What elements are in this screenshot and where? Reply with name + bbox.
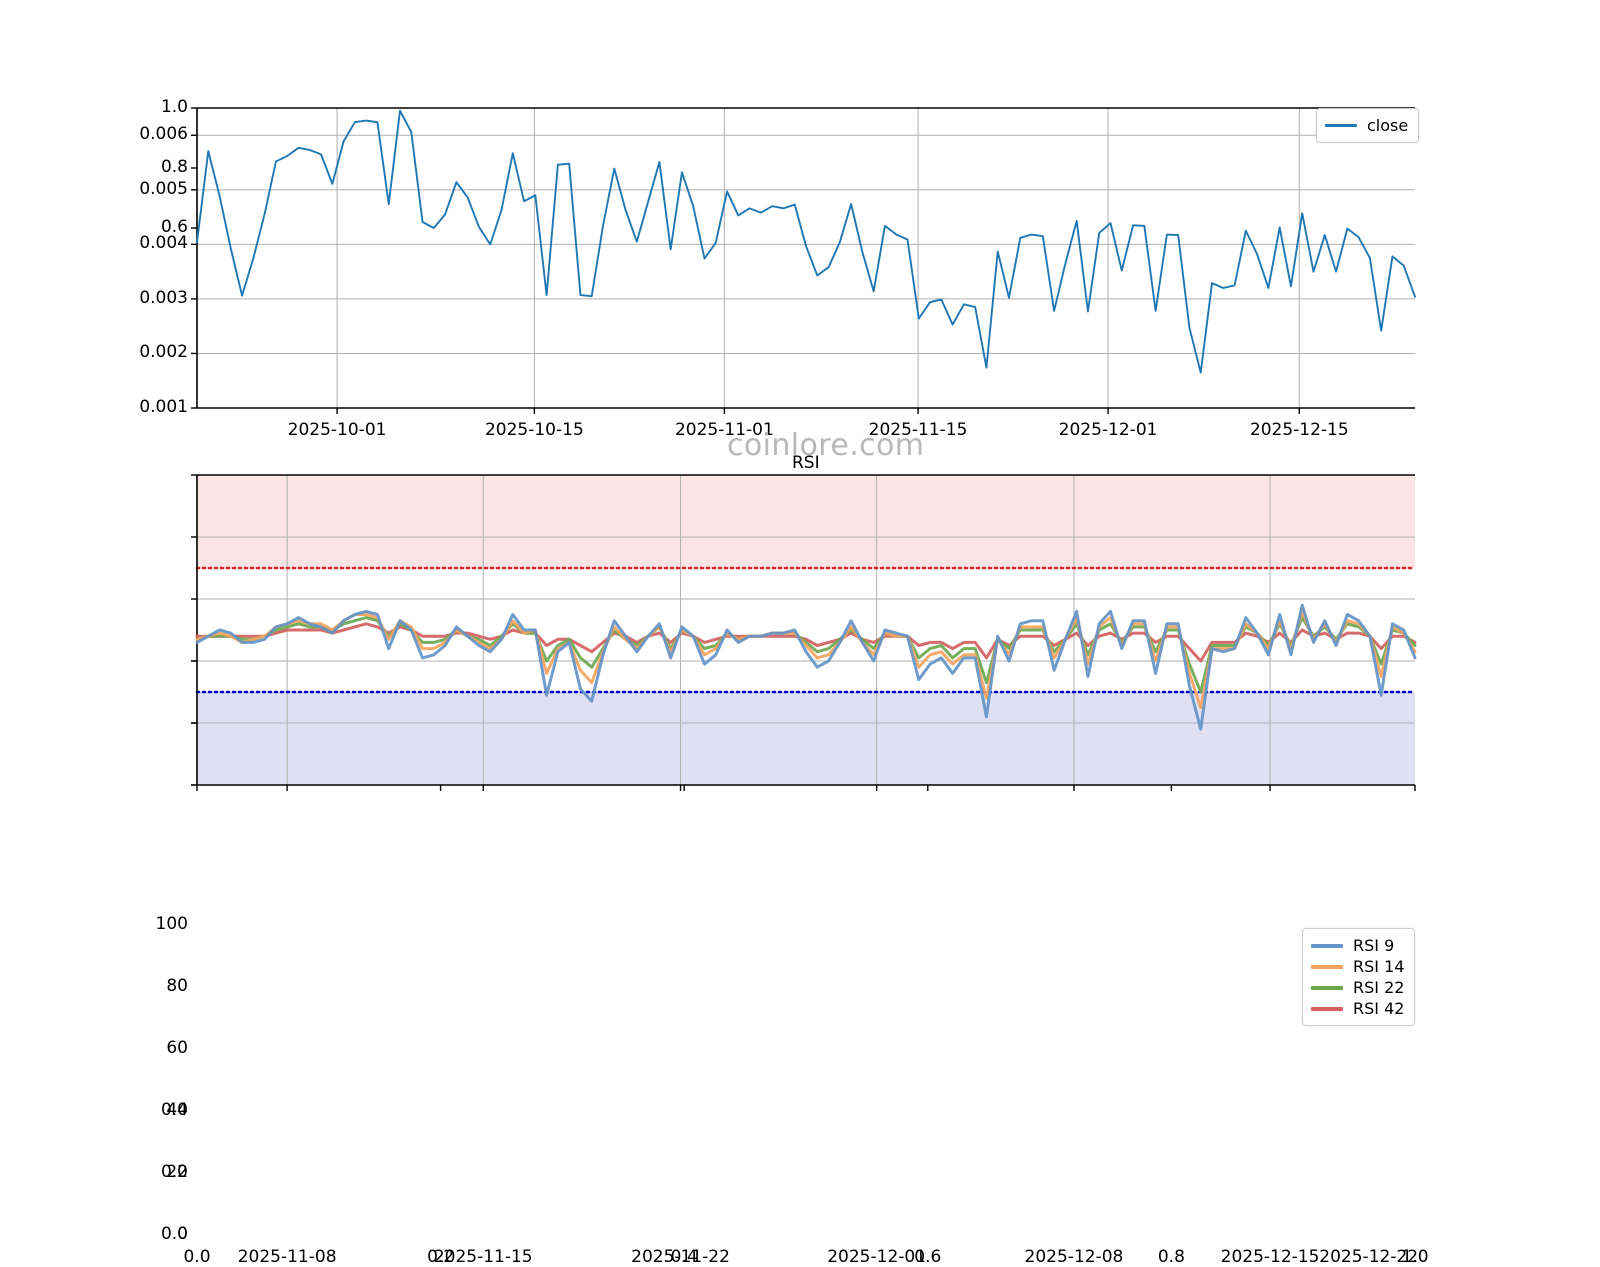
rsi-y-tick-secondary: 0.0 <box>160 1224 188 1244</box>
price-y-tick: 0.003 <box>139 287 188 308</box>
watermark: coinlore.com <box>727 428 925 463</box>
rsi-panel: 0 20 40 60 80 100 0.0 0.2 0.4 2025-11-08 2025-11-… <box>0 450 1600 1266</box>
price-x-tick: 2025-12-15 <box>1249 420 1349 440</box>
legend-item[interactable]: RSI 42 <box>1311 998 1404 1019</box>
rsi-y-tick-secondary: 0.2 <box>160 1162 188 1182</box>
legend-label: close <box>1367 116 1409 135</box>
price-x-tick: 2025-12-01 <box>1058 420 1158 440</box>
price-x-tick: 2025-11-15 <box>868 420 968 440</box>
rsi-y-tick-secondary: 0.4 <box>160 1100 188 1120</box>
price-y-tick: 0.002 <box>139 342 188 363</box>
rsi-plot <box>191 474 1417 791</box>
legend-label: RSI 42 <box>1353 999 1405 1018</box>
rsi-y-tick: 80 <box>166 976 188 996</box>
legend-color-swatch <box>1311 964 1343 969</box>
legend-item[interactable]: close <box>1325 115 1408 136</box>
rsi-x-tick-numeric: 0.6 <box>914 1247 942 1267</box>
price-panel: 0.001 0.002 0.003 0.004 0.005 0.006 0.6 0.8 1.0 … <box>0 0 1600 450</box>
legend-color-swatch <box>1325 124 1357 127</box>
rsi-x-tick-numeric: 0.0 <box>183 1247 211 1267</box>
price-y-tick: 0.001 <box>139 397 188 417</box>
price-y-tick-secondary: 0.6 <box>160 217 188 237</box>
rsi-x-tick-numeric: 0.2 <box>427 1247 455 1267</box>
price-x-tick: 2025-10-15 <box>484 420 584 440</box>
legend-color-swatch <box>1311 985 1343 990</box>
price-y-tick: 0.004 <box>139 233 188 254</box>
rsi-axes <box>191 474 1416 791</box>
price-y-tick-secondary: 1.0 <box>160 97 188 117</box>
legend-label: RSI 22 <box>1353 978 1405 997</box>
price-x-tick: 2025-11-01 <box>674 420 774 440</box>
price-y-tick-secondary: 0.8 <box>160 157 188 177</box>
legend-item[interactable]: RSI 22 <box>1311 977 1404 998</box>
legend-label: RSI 9 <box>1353 936 1395 955</box>
legend-item[interactable]: RSI 9 <box>1311 935 1404 956</box>
legend-color-swatch <box>1311 943 1343 948</box>
rsi-threshold-lines <box>195 566 1417 694</box>
rsi-y-tick: 100 <box>155 914 188 934</box>
legend-color-swatch <box>1311 1006 1343 1011</box>
rsi-series <box>195 603 1417 731</box>
price-x-tick: 2025-10-01 <box>287 420 387 440</box>
rsi-panel-title: RSI <box>792 453 820 473</box>
rsi-threshold-bands <box>197 475 1415 785</box>
price-legend[interactable]: close <box>1316 108 1420 143</box>
price-gridlines <box>197 108 1415 409</box>
rsi-y-tick: 60 <box>166 1038 188 1058</box>
price-axes <box>191 107 1415 414</box>
rsi-legend[interactable]: RSI 9 RSI 14 RSI 22 RSI 42 <box>1302 928 1416 1026</box>
rsi-x-tick-numeric: 1.0 <box>1401 1247 1429 1267</box>
price-series <box>196 109 1416 374</box>
rsi-x-tick-numeric: 0.8 <box>1157 1247 1185 1267</box>
price-plot <box>191 107 1416 414</box>
rsi-x-tick-numeric: 0.4 <box>670 1247 698 1267</box>
price-y-tick: 0.006 <box>139 124 188 145</box>
legend-item[interactable]: RSI 14 <box>1311 956 1404 977</box>
price-y-tick: 0.005 <box>139 178 188 199</box>
legend-label: RSI 14 <box>1353 957 1405 976</box>
